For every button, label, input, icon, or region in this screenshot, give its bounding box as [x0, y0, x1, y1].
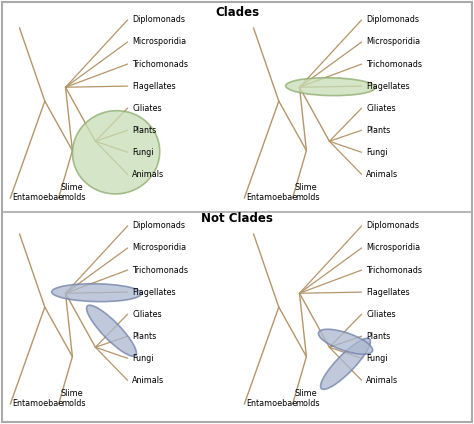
Text: Ciliates: Ciliates — [366, 104, 396, 113]
Text: Plants: Plants — [366, 332, 391, 341]
Text: Animals: Animals — [132, 376, 164, 385]
Text: Microsporidia: Microsporidia — [132, 243, 186, 252]
Text: Trichomonads: Trichomonads — [132, 59, 188, 69]
Text: Flagellates: Flagellates — [366, 81, 410, 91]
Text: Flagellates: Flagellates — [366, 287, 410, 297]
Text: Slime
molds: Slime molds — [295, 183, 319, 202]
Ellipse shape — [286, 78, 375, 96]
Text: Slime
molds: Slime molds — [61, 183, 85, 202]
Text: Slime
molds: Slime molds — [61, 389, 85, 408]
Text: Microsporidia: Microsporidia — [366, 37, 420, 47]
Text: Plants: Plants — [366, 126, 391, 135]
Text: Entamoebae: Entamoebae — [13, 193, 64, 202]
Text: Animals: Animals — [366, 376, 398, 385]
Text: Fungi: Fungi — [366, 354, 388, 363]
Text: Diplomonads: Diplomonads — [132, 221, 185, 230]
Ellipse shape — [87, 305, 137, 356]
Text: Ciliates: Ciliates — [366, 310, 396, 319]
Text: Fungi: Fungi — [132, 148, 154, 157]
Text: Diplomonads: Diplomonads — [132, 15, 185, 25]
Text: Flagellates: Flagellates — [132, 81, 176, 91]
Text: Entamoebae: Entamoebae — [246, 193, 298, 202]
Text: Entamoebae: Entamoebae — [13, 399, 64, 408]
Text: Diplomonads: Diplomonads — [366, 15, 419, 25]
Text: Trichomonads: Trichomonads — [366, 59, 422, 69]
Text: Ciliates: Ciliates — [132, 310, 162, 319]
Text: Animals: Animals — [366, 170, 398, 179]
Ellipse shape — [73, 111, 160, 194]
Text: Animals: Animals — [132, 170, 164, 179]
Text: Plants: Plants — [132, 332, 156, 341]
Text: Not Clades: Not Clades — [201, 212, 273, 225]
Text: Slime
molds: Slime molds — [295, 389, 319, 408]
Text: Plants: Plants — [132, 126, 156, 135]
Text: Fungi: Fungi — [366, 148, 388, 157]
Ellipse shape — [52, 284, 141, 301]
Text: Clades: Clades — [215, 6, 259, 19]
Text: Flagellates: Flagellates — [132, 287, 176, 297]
Text: Fungi: Fungi — [132, 354, 154, 363]
Text: Trichomonads: Trichomonads — [132, 265, 188, 275]
Text: Microsporidia: Microsporidia — [132, 37, 186, 47]
Ellipse shape — [319, 329, 373, 354]
Text: Ciliates: Ciliates — [132, 104, 162, 113]
Text: Diplomonads: Diplomonads — [366, 221, 419, 230]
Text: Trichomonads: Trichomonads — [366, 265, 422, 275]
Text: Entamoebae: Entamoebae — [246, 399, 298, 408]
Ellipse shape — [320, 338, 371, 389]
Text: Microsporidia: Microsporidia — [366, 243, 420, 252]
